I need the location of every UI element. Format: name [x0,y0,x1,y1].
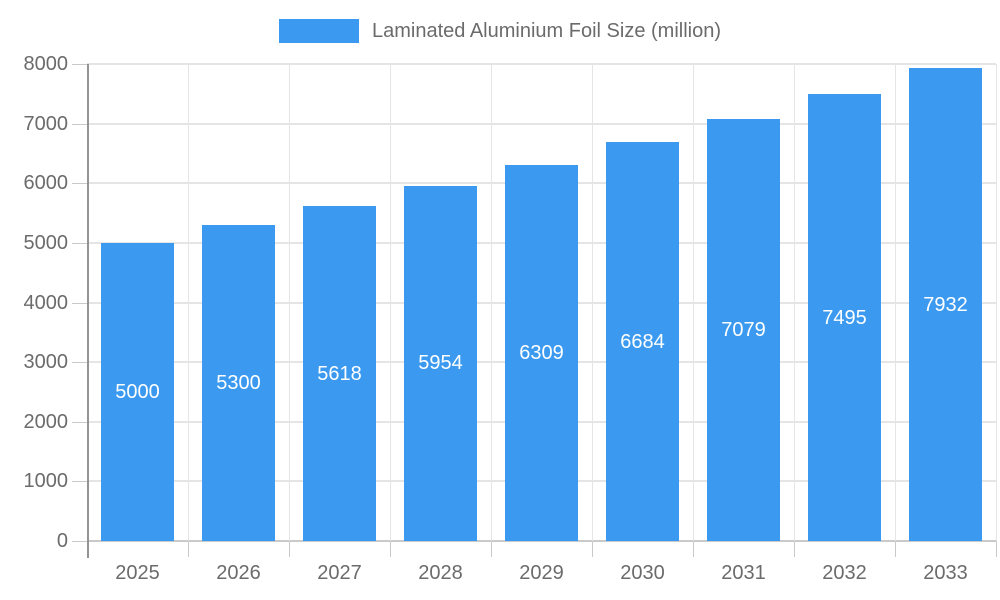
legend-swatch[interactable] [278,19,359,43]
y-tick-label: 5000 [23,232,69,254]
bar-2032[interactable] [808,94,881,541]
x-grid-line [996,64,997,541]
bar-value-label: 7495 [822,307,867,329]
y-tick [72,422,87,423]
y-tick [72,303,87,304]
x-grid-line [188,64,189,541]
y-tick-label: 6000 [23,172,69,194]
y-tick-label: 1000 [23,470,69,492]
x-grid-line [895,64,896,541]
legend-item[interactable]: Laminated Aluminium Foil Size (million) [0,19,1000,43]
y-grid-line [87,63,996,65]
y-tick [72,183,87,184]
x-tick [289,541,290,557]
y-tick-label: 0 [56,530,68,552]
x-tick [895,541,896,557]
bar-value-label: 5954 [418,352,463,374]
x-tick-label: 2025 [115,562,160,584]
y-grid-line [87,123,996,125]
y-tick [72,362,87,363]
x-tick-label: 2031 [721,562,766,584]
x-tick-label: 2026 [216,562,261,584]
bar-2033[interactable] [909,68,982,541]
y-tick [72,64,87,65]
bar-2030[interactable] [606,142,679,541]
x-tick-label: 2029 [519,562,564,584]
x-tick-label: 2030 [620,562,665,584]
y-tick-label: 8000 [23,53,69,75]
x-tick [188,541,189,557]
x-tick [996,541,997,557]
x-tick-label: 2033 [923,562,968,584]
x-grid-line [794,64,795,541]
y-axis-line [87,64,89,558]
y-tick [72,541,87,542]
y-tick-label: 4000 [23,292,69,314]
x-tick [491,541,492,557]
bar-value-label: 7932 [923,294,968,316]
bar-value-label: 5300 [216,372,261,394]
bar-2031[interactable] [707,118,780,541]
x-tick [592,541,593,557]
legend-label[interactable]: Laminated Aluminium Foil Size (million) [371,20,721,42]
bar-value-label: 6309 [519,342,564,364]
bar-2029[interactable] [505,164,578,541]
x-tick-label: 2032 [822,562,867,584]
bar-2027[interactable] [303,206,376,541]
y-tick-label: 3000 [23,351,69,373]
bar-value-label: 5000 [115,381,160,403]
y-tick-label: 2000 [23,411,69,433]
bar-value-label: 5618 [317,363,362,385]
y-tick [72,243,87,244]
x-tick-label: 2028 [418,562,463,584]
x-tick [794,541,795,557]
bar-2026[interactable] [202,224,275,541]
x-grid-line [693,64,694,541]
bar-value-label: 7079 [721,319,766,341]
bar-2028[interactable] [404,185,477,541]
x-grid-line [390,64,391,541]
x-tick-label: 2027 [317,562,362,584]
x-tick [390,541,391,557]
x-grid-line [491,64,492,541]
y-tick-label: 7000 [23,113,69,135]
y-tick [72,481,87,482]
y-tick [72,124,87,125]
x-grid-line [592,64,593,541]
y-grid-line [87,540,996,542]
x-grid-line [289,64,290,541]
bar-2025[interactable] [101,242,174,541]
x-tick [693,541,694,557]
bar-value-label: 6684 [620,331,665,353]
